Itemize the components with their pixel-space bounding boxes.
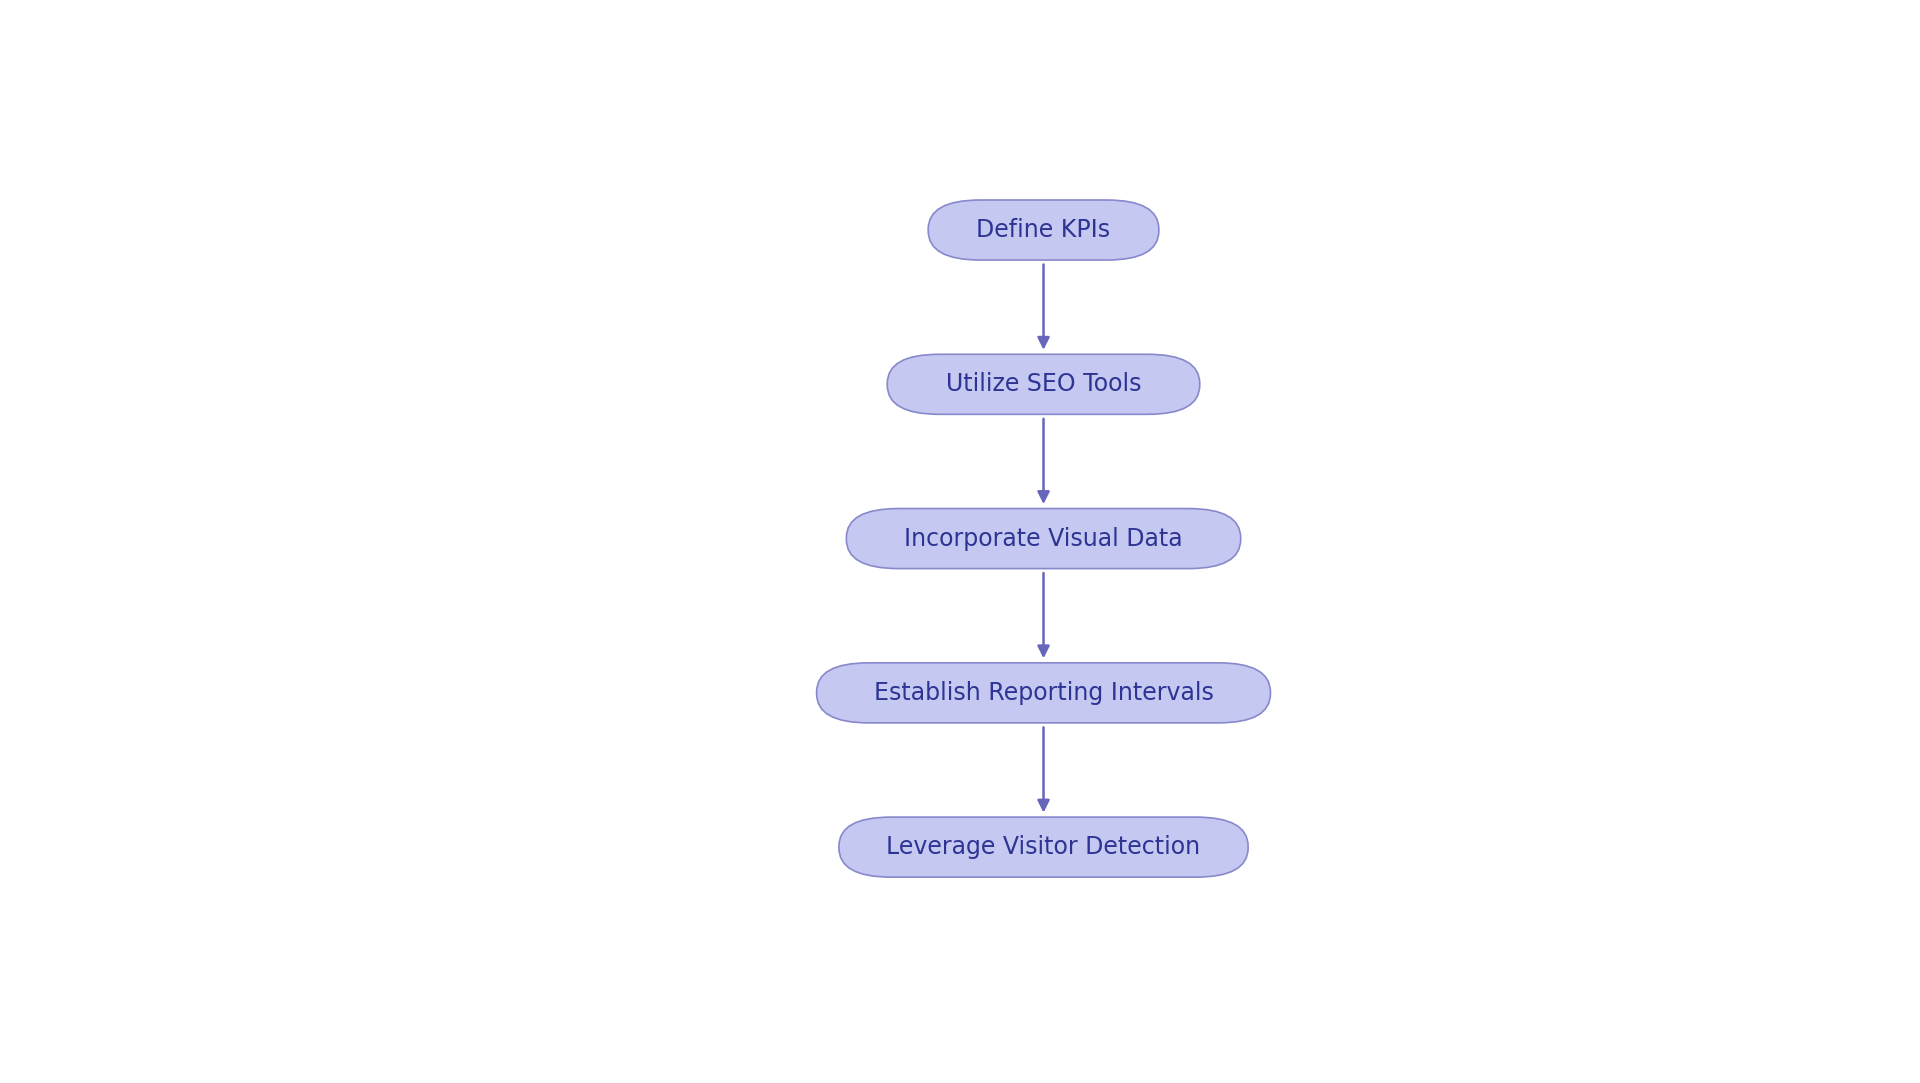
Text: Leverage Visitor Detection: Leverage Visitor Detection <box>887 835 1200 859</box>
FancyBboxPatch shape <box>887 354 1200 415</box>
FancyBboxPatch shape <box>847 509 1240 569</box>
Text: Define KPIs: Define KPIs <box>977 218 1110 242</box>
FancyBboxPatch shape <box>816 663 1271 722</box>
Text: Establish Reporting Intervals: Establish Reporting Intervals <box>874 681 1213 705</box>
Text: Utilize SEO Tools: Utilize SEO Tools <box>947 373 1140 396</box>
Text: Incorporate Visual Data: Incorporate Visual Data <box>904 526 1183 550</box>
FancyBboxPatch shape <box>839 817 1248 877</box>
FancyBboxPatch shape <box>927 200 1160 260</box>
